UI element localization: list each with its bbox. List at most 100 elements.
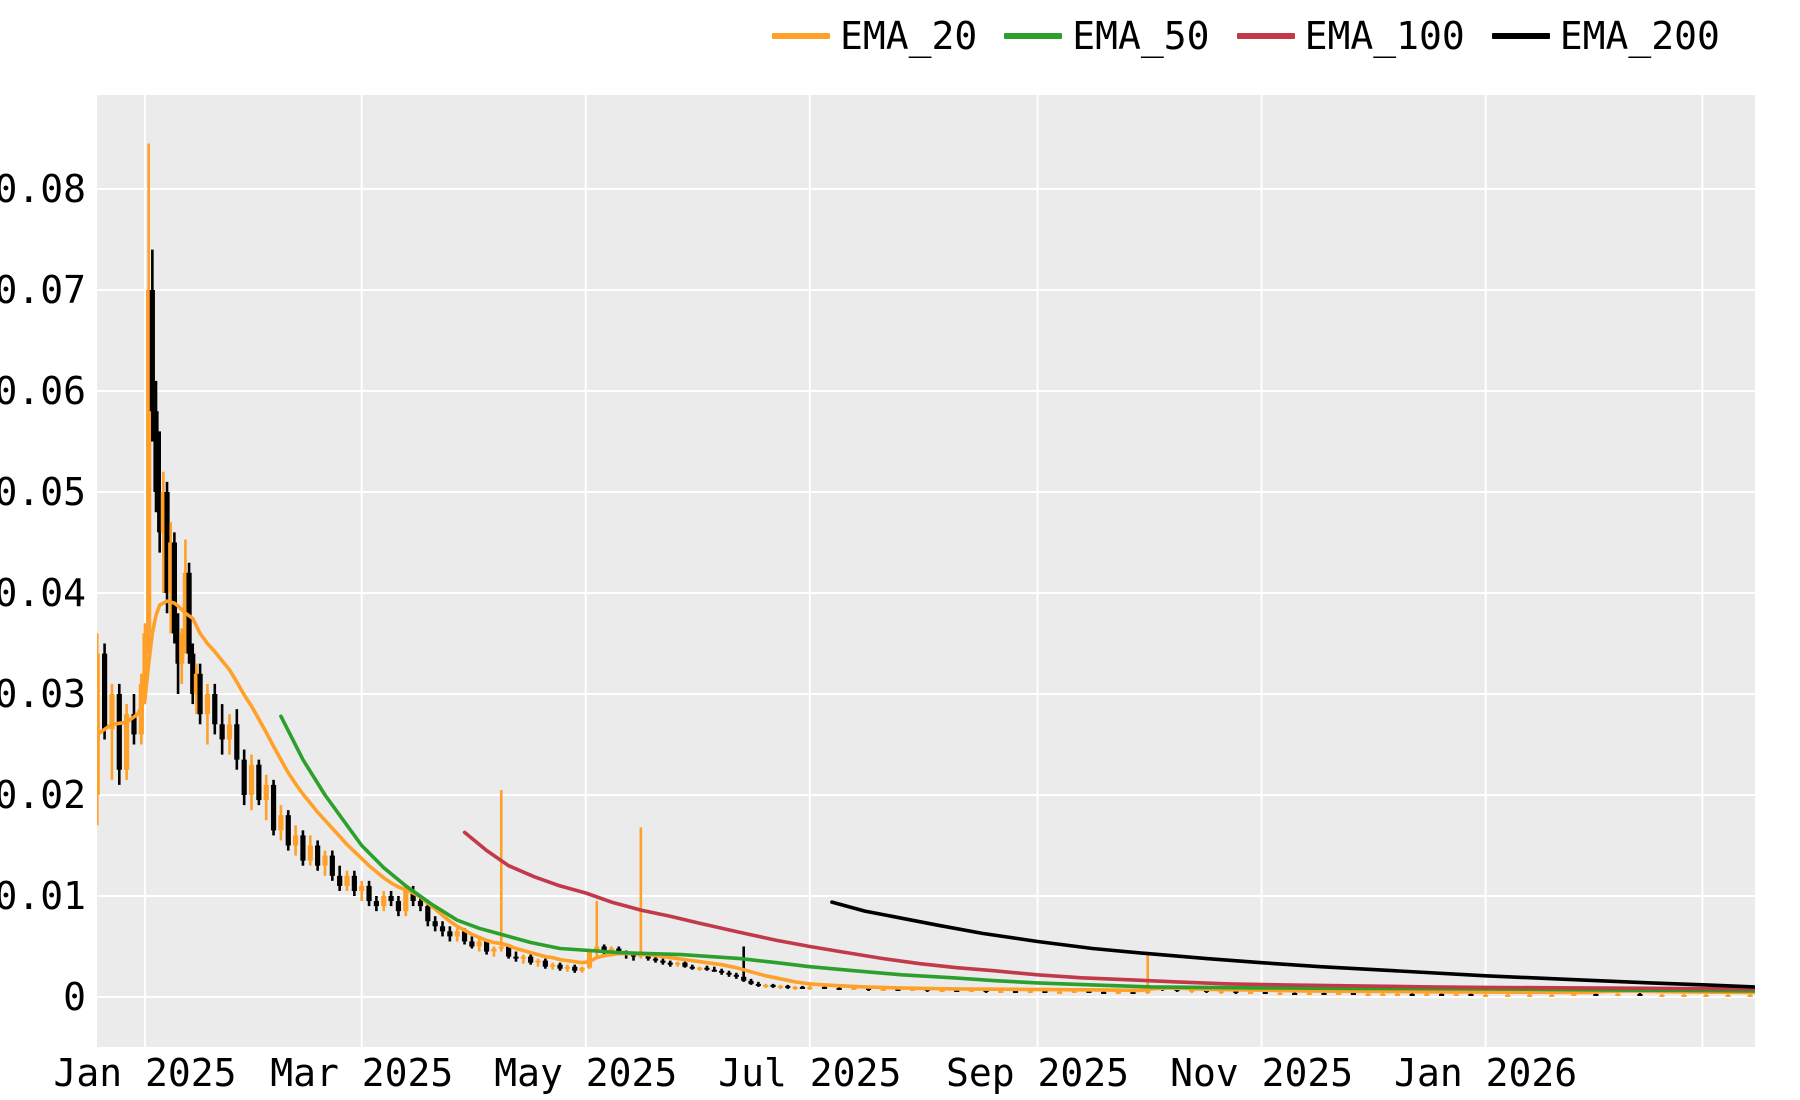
candle-body — [792, 986, 798, 989]
legend-swatch-ema-20-icon — [772, 33, 830, 39]
y-tick-labels: 0 0.01 0.02 0.03 0.04 0.05 0.06 0.07 0.08 — [0, 167, 86, 1019]
candle-body — [520, 956, 526, 959]
y-tick-label: 0.04 — [0, 571, 86, 615]
x-gridlines — [144, 95, 1704, 1047]
candle-body — [491, 948, 497, 952]
candle-body — [1424, 993, 1430, 996]
legend-swatch-ema-100-icon — [1236, 33, 1295, 39]
y-tick-label: 0.05 — [0, 470, 86, 514]
candle-body — [1483, 994, 1489, 997]
legend-label-ema-20: EMA_20 — [840, 14, 978, 58]
candle-body — [300, 835, 306, 861]
candle-body — [97, 653, 100, 795]
candle-body — [171, 542, 177, 634]
x-tick-label: Jul 2025 — [718, 1051, 901, 1095]
candle-body — [1277, 992, 1283, 995]
y-tick-label: 0.03 — [0, 672, 86, 716]
x-tick-label: Mar 2025 — [270, 1051, 453, 1095]
candle-body — [193, 673, 200, 694]
candle-body — [682, 962, 688, 967]
candle-body — [1292, 992, 1298, 995]
x-tick-label: Sep 2025 — [946, 1051, 1129, 1095]
candle-body — [1056, 991, 1063, 994]
legend-swatch-ema-50-icon — [1004, 33, 1063, 39]
candle-body — [124, 714, 130, 770]
candle-body — [1725, 994, 1731, 997]
candle-body — [785, 985, 791, 988]
candle-body — [513, 956, 519, 959]
candle-body — [168, 542, 174, 593]
candle-body — [322, 855, 328, 866]
candle-body — [1189, 989, 1195, 992]
candle-body — [410, 890, 416, 902]
candle-body — [528, 956, 534, 963]
candle-body — [116, 694, 122, 770]
candle-body — [550, 964, 556, 967]
y-tick-label: 0.08 — [0, 167, 86, 211]
candle-body — [351, 875, 357, 891]
ema-200-line — [830, 900, 1755, 989]
candle-body — [645, 954, 651, 959]
candle-body — [1394, 993, 1401, 996]
candle-body — [461, 931, 468, 942]
candle-body — [219, 724, 225, 740]
candle-body — [542, 960, 548, 967]
candle-body — [248, 764, 255, 795]
candle-body — [880, 988, 886, 991]
candle-body — [469, 941, 475, 947]
candle-body — [381, 896, 387, 907]
legend-item-ema-20: EMA_20 — [772, 14, 977, 58]
candle-body — [630, 954, 637, 957]
candle-body — [1659, 994, 1665, 997]
x-tick-labels: Jan 2025 Mar 2025 May 2025 Jul 2025 Sep 2025… — [53, 1051, 1577, 1095]
candle-body — [697, 967, 703, 970]
candle-body — [770, 984, 776, 987]
candle-body — [1042, 990, 1048, 993]
candle-body — [153, 411, 159, 492]
candle-body — [674, 962, 681, 965]
candle-body — [719, 970, 725, 973]
candle-body — [373, 901, 379, 907]
candle-body — [851, 987, 857, 990]
candle-body — [601, 946, 607, 953]
candle-body — [395, 901, 402, 912]
legend-item-ema-100: EMA_100 — [1236, 14, 1465, 58]
candle-body — [164, 492, 170, 593]
candle-body — [652, 958, 659, 961]
candle-body — [432, 921, 438, 927]
candle-body — [1321, 992, 1327, 995]
candle-body — [1453, 993, 1459, 996]
y-tick-label: 0.01 — [0, 874, 86, 918]
candle-body — [667, 962, 673, 965]
candle-body — [439, 926, 446, 932]
candle-body — [388, 896, 394, 902]
x-tick-label: Nov 2025 — [1170, 1051, 1353, 1095]
legend-item-ema-50: EMA_50 — [1004, 14, 1210, 58]
candle-body — [748, 980, 754, 984]
candle-body — [939, 989, 945, 992]
candle-body — [572, 966, 578, 971]
candle-body — [726, 972, 732, 975]
candle-body — [763, 984, 769, 987]
candle-body — [447, 931, 453, 937]
candle-body — [660, 960, 666, 963]
candle-body — [175, 633, 181, 664]
plot-area — [97, 95, 1755, 1047]
candle-body — [968, 989, 975, 992]
candle-body — [417, 901, 424, 907]
candle-body — [270, 784, 277, 831]
candle-body — [836, 987, 842, 990]
candle-body — [157, 492, 163, 533]
candle-body — [344, 875, 350, 886]
candle-body — [149, 290, 155, 412]
candle-body — [1527, 994, 1533, 997]
candle-body — [366, 885, 372, 902]
candle-body — [711, 969, 717, 972]
candle-body — [329, 855, 335, 876]
candle-body — [1115, 991, 1121, 994]
candle-body — [741, 976, 747, 981]
y-gridlines — [97, 188, 1755, 998]
candle-body — [821, 986, 828, 989]
candle-body — [1012, 990, 1019, 993]
